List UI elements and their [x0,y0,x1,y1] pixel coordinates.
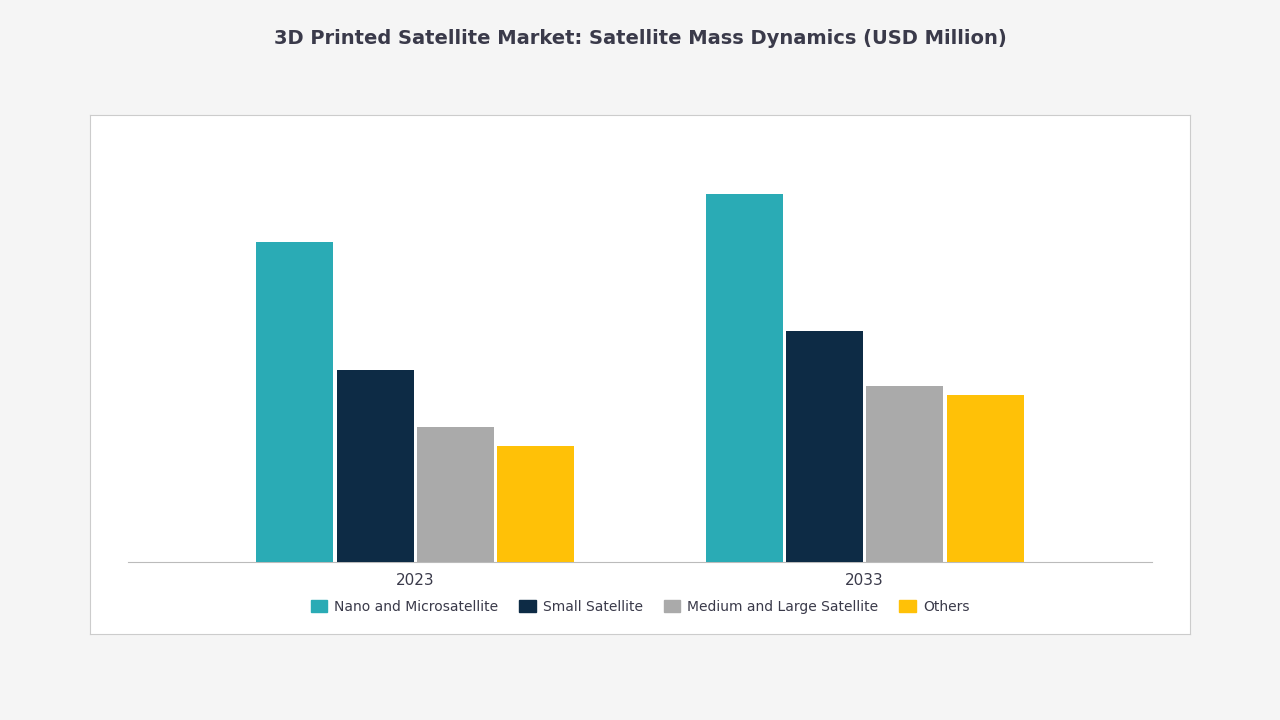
Bar [786,331,863,562]
Bar [337,369,413,562]
Text: 3D Printed Satellite Market: Satellite Mass Dynamics (USD Million): 3D Printed Satellite Market: Satellite M… [274,29,1006,48]
Bar [705,194,783,562]
Bar [497,446,575,562]
Bar [867,386,943,562]
Legend: Nano and Microsatellite, Small Satellite, Medium and Large Satellite, Others: Nano and Microsatellite, Small Satellite… [305,594,975,619]
Bar [256,242,334,562]
Bar [946,395,1024,562]
Bar [417,427,494,562]
